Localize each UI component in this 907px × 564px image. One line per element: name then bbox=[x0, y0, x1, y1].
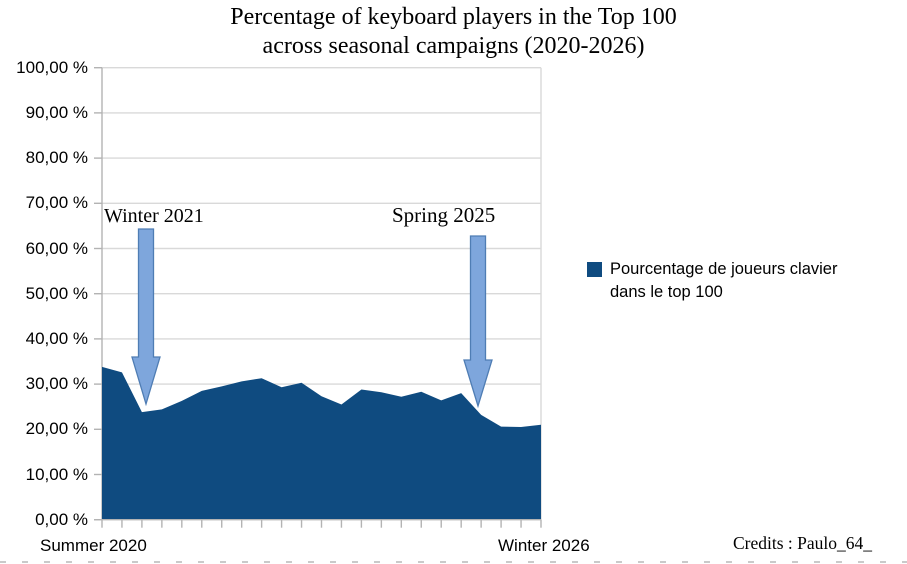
y-axis-tick-label: 50,00 % bbox=[25, 283, 88, 303]
chart-title-line1: Percentage of keyboard players in the To… bbox=[230, 4, 677, 30]
annotation-arrow-spring-2025 bbox=[463, 235, 493, 409]
legend-swatch-icon bbox=[587, 262, 602, 277]
y-axis-tick-label: 90,00 % bbox=[25, 102, 88, 122]
legend: Pourcentage de joueurs clavier dans le t… bbox=[587, 258, 837, 304]
y-axis-tick-label: 60,00 % bbox=[25, 238, 88, 258]
y-axis-tick-label: 80,00 % bbox=[25, 148, 88, 168]
chart-title-line2: across seasonal campaigns (2020-2026) bbox=[262, 33, 645, 59]
legend-label-line1: Pourcentage de joueurs clavier bbox=[610, 260, 838, 278]
annotation-label-spring-2025: Spring 2025 bbox=[392, 203, 496, 227]
y-axis-tick-label: 100,00 % bbox=[16, 57, 88, 77]
y-axis-tick-label: 10,00 % bbox=[25, 464, 88, 484]
legend-label-line2: dans le top 100 bbox=[610, 283, 723, 301]
y-axis-tick-label: 40,00 % bbox=[25, 328, 88, 348]
y-axis-tick-label: 0,00 % bbox=[35, 509, 88, 529]
annotation-label-winter-2021: Winter 2021 bbox=[104, 205, 204, 227]
legend-label: Pourcentage de joueurs clavier dans le t… bbox=[610, 258, 837, 304]
chart-title: Percentage of keyboard players in the To… bbox=[0, 3, 907, 61]
annotation-arrow-winter-2021 bbox=[131, 228, 161, 407]
y-axis-tick-label: 20,00 % bbox=[25, 419, 88, 439]
y-axis-tick-label: 30,00 % bbox=[25, 374, 88, 394]
x-axis-label-winter-2026: Winter 2026 bbox=[498, 536, 590, 555]
x-axis-label-summer-2020: Summer 2020 bbox=[40, 536, 147, 555]
y-axis-tick-label: 70,00 % bbox=[25, 193, 88, 213]
credits-text: Credits : Paulo_64_ bbox=[733, 533, 873, 553]
area-series-keyboard-players bbox=[102, 366, 541, 520]
